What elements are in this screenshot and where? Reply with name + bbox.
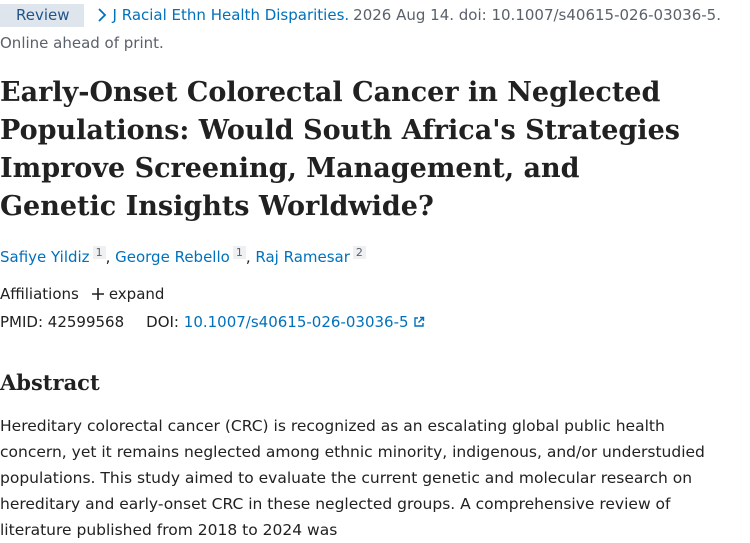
- affiliations-label: Affiliations: [0, 285, 79, 303]
- affiliation-number[interactable]: 2: [352, 246, 366, 259]
- doi-link[interactable]: 10.1007/s40615-026-03036-5: [183, 313, 409, 331]
- author-link[interactable]: George Rebello: [115, 248, 230, 266]
- affiliation-number[interactable]: 1: [232, 246, 246, 259]
- pmid-label: PMID:: [0, 313, 44, 331]
- author-link[interactable]: Safiye Yildiz: [0, 248, 90, 266]
- expand-toggle[interactable]: expand: [108, 285, 165, 303]
- identifiers-row: PMID: 42599568 DOI: 10.1007/s40615-026-0…: [0, 313, 425, 331]
- doi-label: DOI:: [146, 313, 179, 331]
- page: {"header": {"badge": "Review", "journal"…: [0, 2, 721, 539]
- external-link-icon: [413, 316, 424, 327]
- author-link[interactable]: Raj Ramesar: [255, 248, 350, 266]
- pmid-value: 42599568: [47, 313, 125, 331]
- publication-status: Online ahead of print.: [0, 34, 164, 52]
- abstract-text: Hereditary colorectal cancer (CRC) is re…: [0, 417, 705, 539]
- abstract-heading: Abstract: [0, 370, 100, 395]
- citation-row: Review J Racial Ethn Health Disparities.…: [0, 2, 721, 28]
- chevron-icon: [97, 8, 106, 22]
- article-type-badge: Review: [0, 3, 84, 27]
- citation-text: 2026 Aug 14. doi: 10.1007/s40615-026-030…: [353, 6, 721, 24]
- plus-icon[interactable]: [91, 287, 105, 301]
- article-title: Early-Onset Colorectal Cancer in Neglect…: [0, 77, 680, 222]
- affiliations-row: Affiliations expand: [0, 285, 164, 303]
- author-separator: ,: [105, 248, 111, 266]
- affiliation-number[interactable]: 1: [92, 246, 106, 259]
- journal-link[interactable]: J Racial Ethn Health Disparities.: [112, 6, 350, 24]
- author-separator: ,: [245, 248, 251, 266]
- author-list: Safiye Yildiz 1, George Rebello 1, Raj Ram…: [0, 246, 366, 266]
